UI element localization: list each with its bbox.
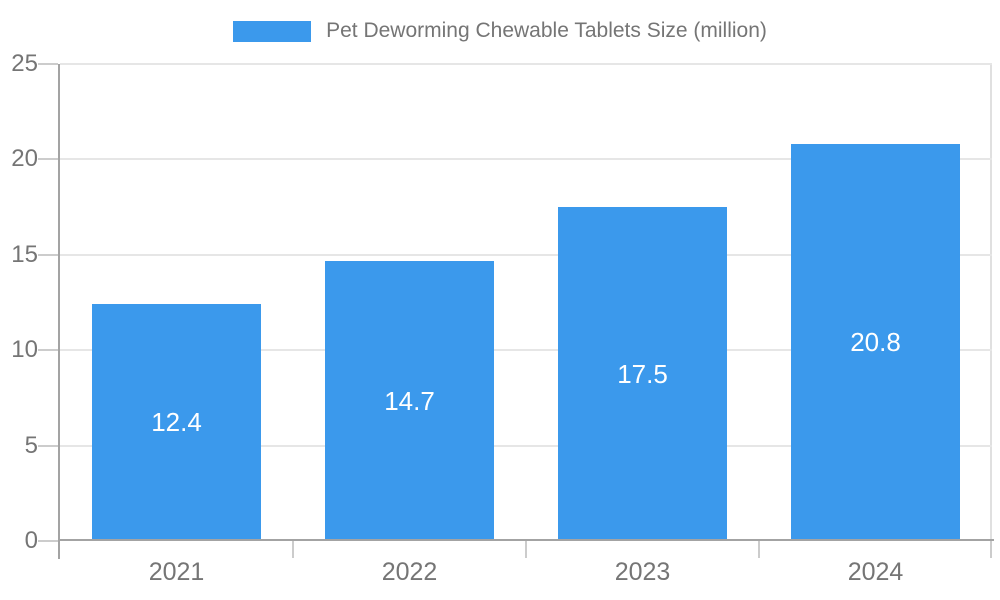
y-tick-mark xyxy=(38,254,58,256)
x-axis-label: 2021 xyxy=(148,558,205,586)
legend-swatch-icon xyxy=(233,20,312,42)
y-axis-label: 0 xyxy=(24,527,38,554)
x-tick xyxy=(525,541,527,558)
y-axis-label: 25 xyxy=(11,50,38,77)
y-tick-mark xyxy=(38,445,58,447)
y-tick-mark xyxy=(38,349,58,351)
legend-item[interactable]: Pet Deworming Chewable Tablets Size (mil… xyxy=(233,19,767,43)
x-tick xyxy=(990,541,992,558)
x-axis-line xyxy=(58,539,994,541)
plot-area: 0 5 10 15 20 25 12.4 2021 14.7 2022 17.5 2023 20.8 20… xyxy=(11,51,994,586)
bar: 17.5 xyxy=(558,207,727,541)
bar-value-label: 17.5 xyxy=(617,358,668,389)
bar: 14.7 xyxy=(325,261,494,541)
x-tick xyxy=(292,541,294,558)
gridline xyxy=(60,63,992,65)
x-axis-label: 2023 xyxy=(614,558,671,586)
legend-label: Pet Deworming Chewable Tablets Size (mil… xyxy=(326,19,767,42)
gridline xyxy=(60,445,992,447)
y-axis-label: 20 xyxy=(11,145,38,172)
x-axis-label: 2022 xyxy=(381,558,438,586)
bar: 12.4 xyxy=(92,304,261,541)
legend: Pet Deworming Chewable Tablets Size (mil… xyxy=(0,19,1000,43)
y-tick-mark xyxy=(38,158,58,160)
y-tick-mark xyxy=(38,540,58,542)
y-axis-line xyxy=(58,64,60,559)
y-tick-mark xyxy=(38,63,58,65)
gridline xyxy=(60,254,992,256)
chart-border-right xyxy=(990,64,992,558)
bar: 20.8 xyxy=(791,144,960,541)
bar-value-label: 20.8 xyxy=(850,327,901,357)
y-axis-label: 10 xyxy=(11,336,38,363)
gridline xyxy=(60,349,992,351)
y-axis-label: 5 xyxy=(24,432,38,459)
bar-value-label: 14.7 xyxy=(384,385,435,416)
x-axis-label: 2024 xyxy=(847,558,904,586)
bar-value-label: 12.4 xyxy=(151,407,202,437)
x-tick xyxy=(758,541,760,558)
y-axis-label: 15 xyxy=(11,241,38,268)
gridline xyxy=(60,158,992,160)
